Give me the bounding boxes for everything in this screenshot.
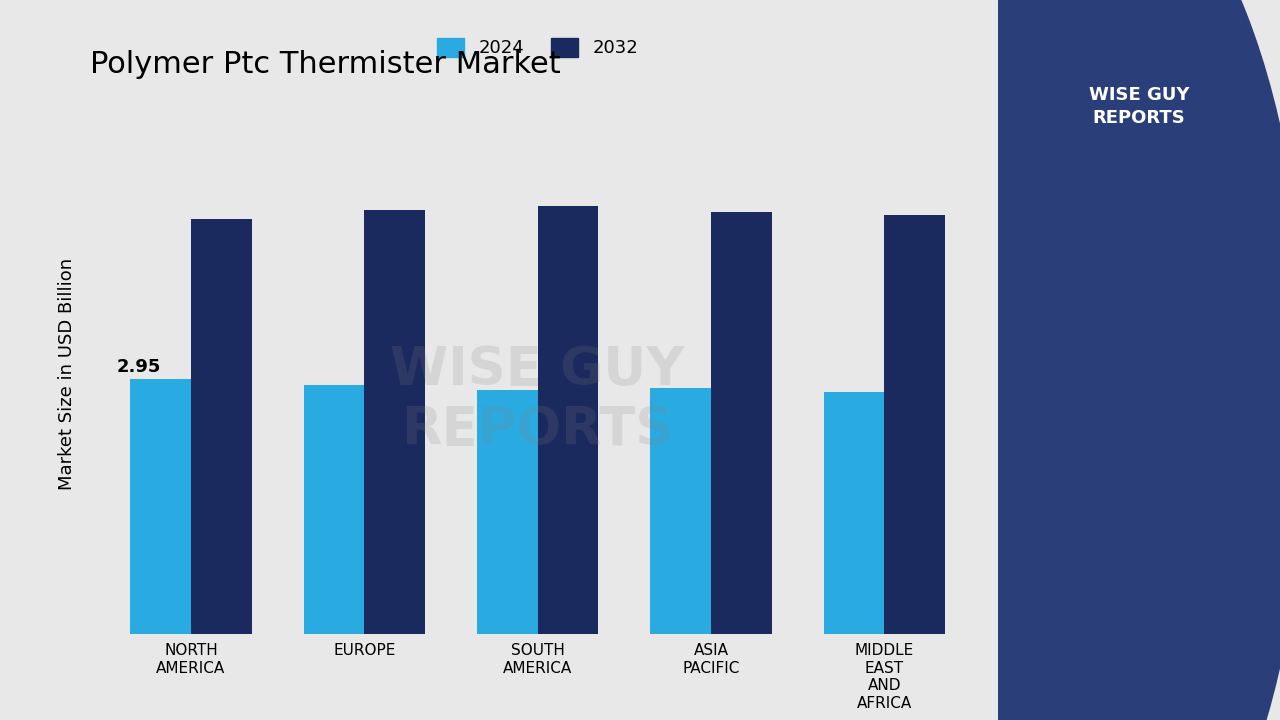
- Bar: [365, 210, 425, 634]
- Bar: [884, 215, 945, 634]
- Bar: [303, 384, 365, 634]
- Text: WISE GUY
REPORTS: WISE GUY REPORTS: [1089, 86, 1189, 127]
- Bar: [650, 388, 710, 634]
- Circle shape: [886, 0, 1280, 720]
- Bar: [823, 392, 884, 634]
- Text: 2.95: 2.95: [116, 358, 160, 376]
- Legend: 2024, 2032: 2024, 2032: [430, 31, 645, 65]
- Y-axis label: Market Size in USD Billion: Market Size in USD Billion: [58, 258, 76, 490]
- Text: Polymer Ptc Thermister Market: Polymer Ptc Thermister Market: [90, 50, 561, 79]
- Bar: [191, 219, 252, 634]
- Bar: [538, 206, 598, 634]
- Bar: [477, 390, 538, 634]
- Bar: [131, 379, 191, 634]
- Bar: [710, 212, 772, 634]
- Text: WISE GUY
REPORTS: WISE GUY REPORTS: [390, 344, 685, 456]
